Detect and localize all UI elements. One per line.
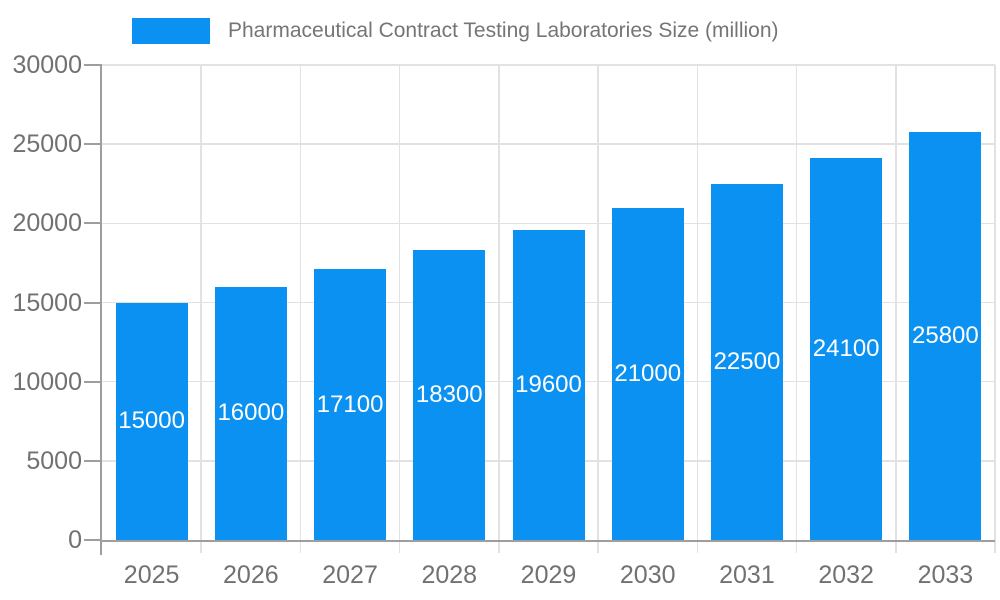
y-axis-label: 20000	[12, 209, 82, 238]
v-gridline	[795, 65, 798, 540]
v-gridline	[498, 65, 500, 540]
x-axis-label: 2032	[818, 561, 874, 589]
y-axis-label: 5000	[26, 446, 82, 475]
x-axis-tick	[895, 540, 897, 553]
bar[interactable]: 24100	[810, 158, 883, 540]
v-gridline	[895, 65, 897, 540]
x-axis-label: 2029	[520, 561, 577, 589]
x-axis-line	[100, 540, 995, 542]
bar-value-label: 18300	[415, 381, 483, 409]
h-gridline	[102, 222, 995, 225]
legend: Pharmaceutical Contract Testing Laborato…	[132, 18, 779, 44]
x-axis-tick	[696, 540, 699, 553]
bar[interactable]: 17100	[314, 269, 387, 540]
bar[interactable]: 18300	[413, 250, 486, 540]
y-axis-tick	[84, 459, 102, 462]
x-axis-tick	[398, 540, 401, 553]
v-gridline	[994, 65, 996, 540]
bar[interactable]: 19600	[512, 229, 585, 540]
bar-value-label: 19600	[515, 370, 582, 398]
bar[interactable]: 21000	[611, 207, 684, 540]
bar-value-label: 15000	[118, 407, 185, 435]
v-gridline	[200, 65, 202, 540]
y-axis-tick	[84, 143, 102, 146]
x-axis-label: 2025	[123, 561, 180, 589]
bar[interactable]: 16000	[214, 286, 287, 540]
y-axis-label: 0	[68, 526, 82, 554]
y-axis-tick	[84, 380, 102, 383]
x-axis-tick	[498, 540, 500, 553]
x-axis-tick	[795, 540, 798, 553]
y-axis-label: 30000	[12, 51, 82, 79]
bar-value-label: 25800	[912, 321, 979, 349]
bar[interactable]: 22500	[710, 183, 783, 540]
v-gridline	[398, 65, 401, 540]
v-gridline	[696, 65, 699, 540]
y-axis-label: 15000	[12, 288, 82, 317]
chart-title: Pharmaceutical Contract Testing Laborato…	[228, 19, 779, 42]
v-gridline	[597, 65, 599, 540]
x-axis-label: 2033	[917, 561, 974, 589]
legend-swatch	[132, 18, 210, 44]
y-axis-line	[100, 65, 102, 555]
x-axis-tick	[299, 540, 302, 553]
y-axis-tick	[84, 64, 102, 66]
y-axis-label: 10000	[12, 367, 82, 396]
bar-value-label: 22500	[713, 347, 781, 375]
x-axis-label: 2027	[322, 561, 378, 589]
x-axis-tick	[994, 540, 996, 553]
h-gridline	[102, 64, 995, 66]
y-axis-label: 25000	[12, 130, 82, 159]
x-axis-tick	[200, 540, 202, 553]
v-gridline	[299, 65, 302, 540]
bar-value-label: 24100	[812, 335, 880, 363]
bar-value-label: 17100	[316, 390, 384, 418]
bar-value-label: 16000	[217, 399, 285, 427]
bar-value-label: 21000	[614, 359, 682, 387]
y-axis-tick	[84, 222, 102, 225]
x-axis-label: 2028	[421, 561, 478, 589]
x-axis-label: 2031	[719, 561, 775, 589]
x-axis-label: 2030	[619, 561, 676, 589]
bar[interactable]: 15000	[115, 302, 188, 540]
x-axis-label: 2026	[223, 561, 279, 589]
bar[interactable]: 25800	[909, 131, 982, 540]
y-axis-tick	[84, 539, 102, 541]
y-axis-tick	[84, 301, 102, 304]
h-gridline	[102, 143, 995, 145]
x-axis-tick	[597, 540, 599, 553]
